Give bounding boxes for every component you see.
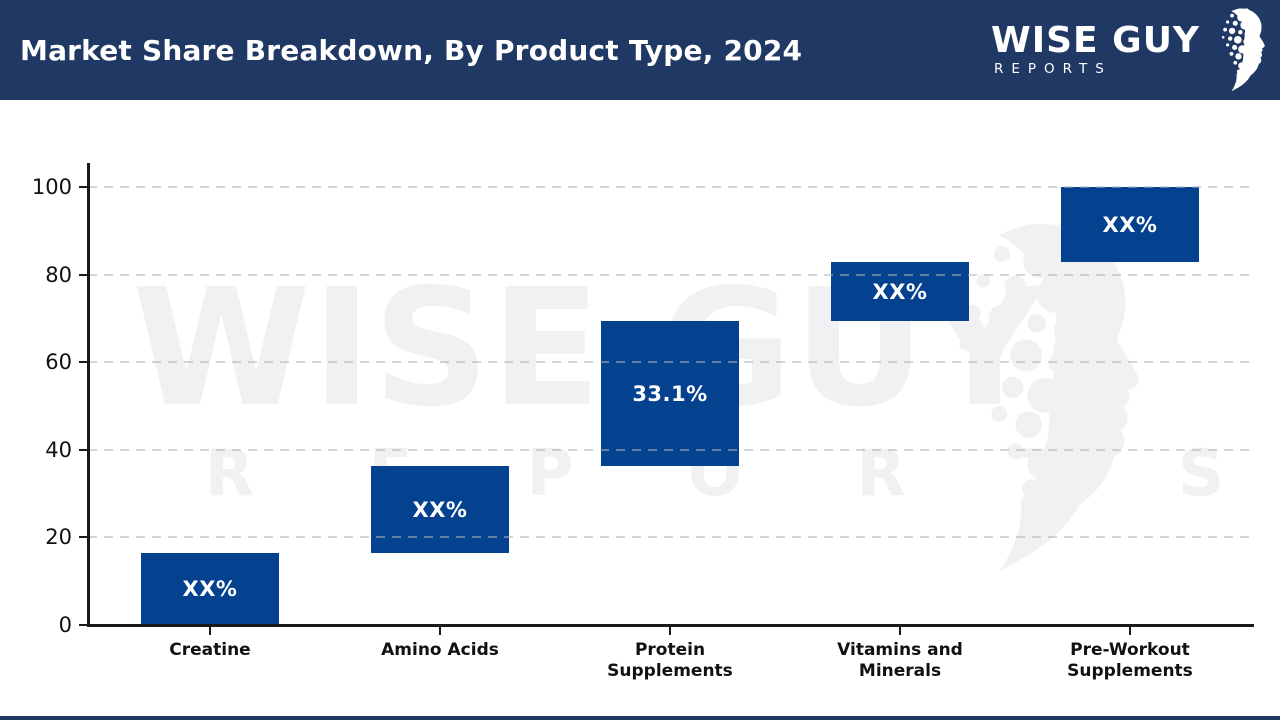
footer-strip [0, 716, 1280, 720]
y-tick-20 [79, 536, 88, 538]
brand-logo: WISE GUY REPORTS [991, 8, 1266, 92]
y-tick-0 [79, 624, 88, 626]
bar-protein-supplements: 33.1% [601, 321, 739, 466]
y-tick-label-60: 60 [45, 350, 72, 374]
y-tick-40 [79, 449, 88, 451]
x-tick-label-4: Pre-Workout Supplements [1067, 640, 1193, 681]
gridline-100 [88, 186, 1253, 188]
x-tick-label-2: Protein Supplements [607, 640, 733, 681]
y-axis [87, 163, 90, 627]
bar-amino-acids: XX% [371, 466, 509, 553]
x-tick-1 [439, 627, 441, 635]
bar-value-label: XX% [412, 497, 468, 522]
y-tick-label-80: 80 [45, 263, 72, 287]
bar-creatine: XX% [141, 553, 279, 625]
brand-logo-text: WISE GUY REPORTS [991, 23, 1200, 77]
x-tick-label-1: Amino Acids [381, 640, 499, 660]
gridline-60 [88, 361, 1253, 363]
bar-vitamins-and-minerals: XX% [831, 262, 969, 321]
y-tick-label-100: 100 [31, 175, 72, 199]
bar-value-label: XX% [182, 577, 238, 601]
y-tick-60 [79, 361, 88, 363]
brand-face-icon [1202, 8, 1266, 92]
y-tick-label-40: 40 [45, 438, 72, 462]
bar-pre-workout-supplements: XX% [1061, 187, 1199, 262]
x-tick-4 [1129, 627, 1131, 635]
bar-value-label: XX% [872, 279, 928, 304]
x-tick-3 [899, 627, 901, 635]
bar-value-label: XX% [1102, 212, 1158, 237]
x-tick-0 [209, 627, 211, 635]
y-tick-100 [79, 186, 88, 188]
page-title: Market Share Breakdown, By Product Type,… [20, 33, 803, 67]
gridline-20 [88, 536, 1253, 538]
x-axis [87, 624, 1254, 627]
gridline-40 [88, 449, 1253, 451]
x-tick-label-3: Vitamins and Minerals [837, 640, 963, 681]
brand-subtitle: REPORTS [993, 61, 1112, 78]
x-tick-2 [669, 627, 671, 635]
brand-name: WISE GUY [990, 20, 1200, 62]
y-tick-label-0: 0 [58, 613, 72, 637]
bar-value-label: 33.1% [632, 381, 708, 406]
y-tick-label-20: 20 [45, 525, 72, 549]
y-tick-80 [79, 274, 88, 276]
x-tick-label-0: Creatine [169, 640, 251, 660]
header-bar: Market Share Breakdown, By Product Type,… [0, 0, 1280, 100]
gridline-80 [88, 274, 1253, 276]
